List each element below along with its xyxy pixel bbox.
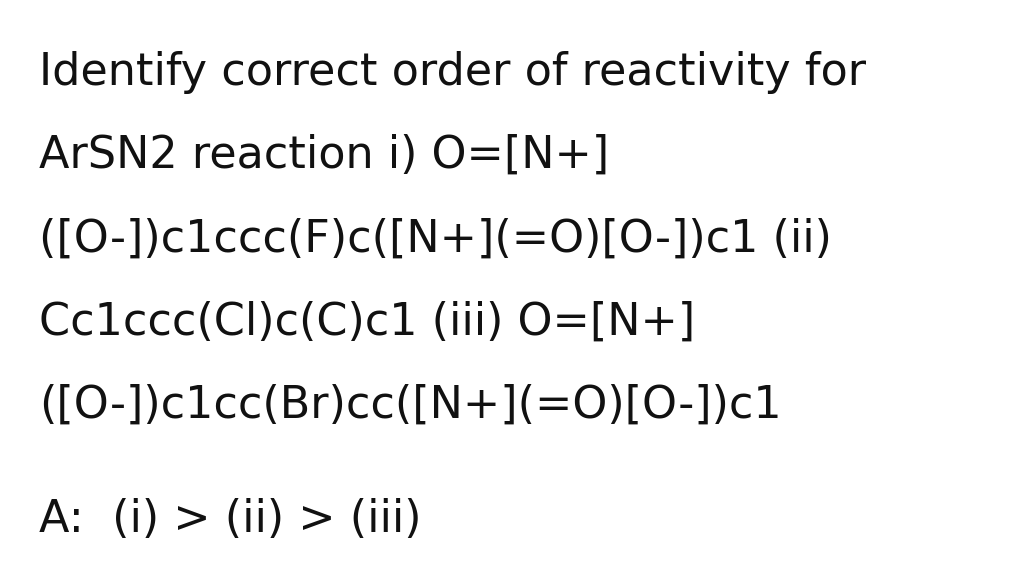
Text: Cc1ccc(Cl)c(C)c1 (iii) O=[N+]: Cc1ccc(Cl)c(C)c1 (iii) O=[N+] xyxy=(39,301,695,343)
Text: ([O-])c1cc(Br)cc([N+](=O)[O-])c1: ([O-])c1cc(Br)cc([N+](=O)[O-])c1 xyxy=(39,384,781,427)
Text: Identify correct order of reactivity for: Identify correct order of reactivity for xyxy=(39,51,866,93)
Text: ArSN2 reaction i) O=[N+]: ArSN2 reaction i) O=[N+] xyxy=(39,134,609,177)
Text: ([O-])c1ccc(F)c([N+](=O)[O-])c1 (ii): ([O-])c1ccc(F)c([N+](=O)[O-])c1 (ii) xyxy=(39,217,831,260)
Text: A:  (i) > (ii) > (iii): A: (i) > (ii) > (iii) xyxy=(39,498,422,541)
